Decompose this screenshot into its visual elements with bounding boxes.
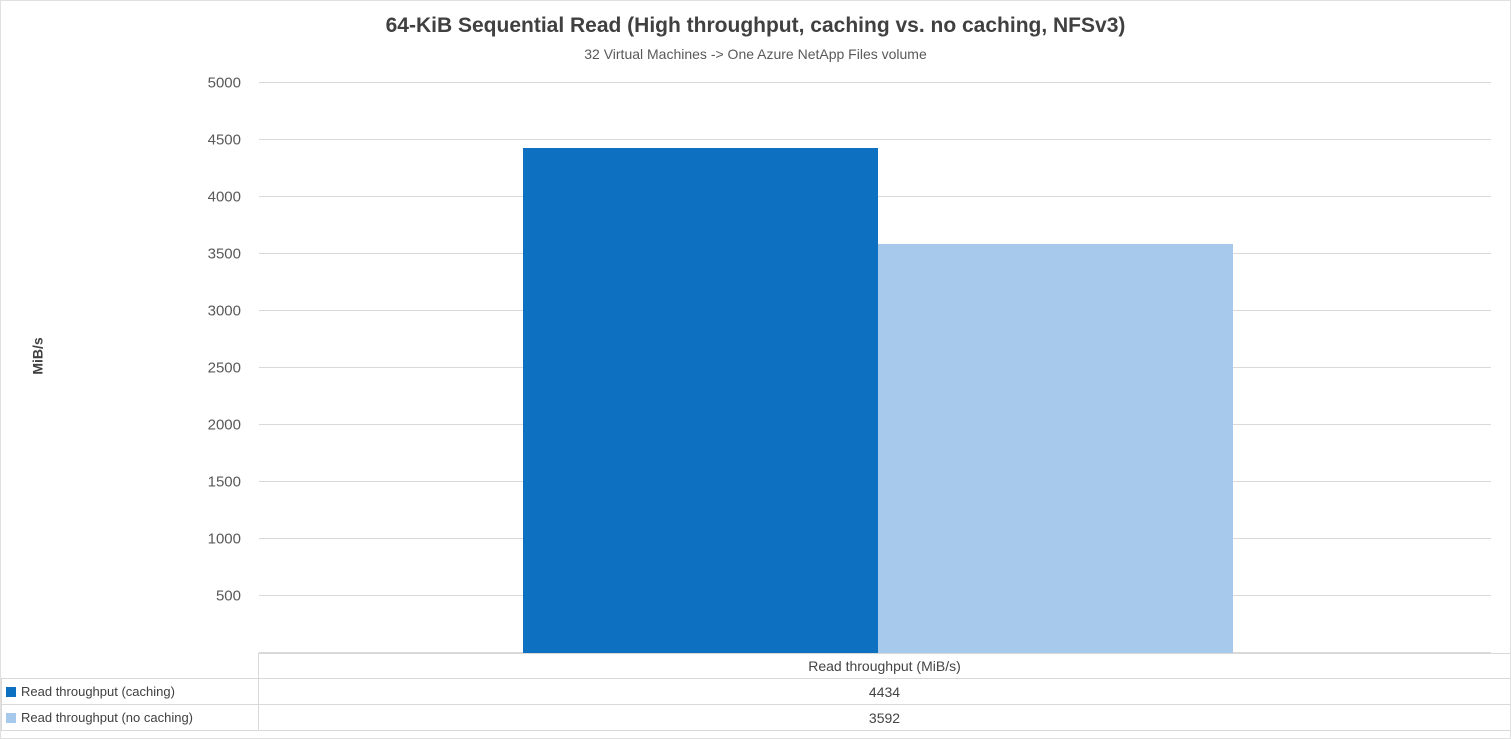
y-axis-tick-labels: 500 1000 1500 2000 2500 3000 3500 4000 4500 5000: [1, 75, 249, 653]
legend-item-caching: Read throughput (caching): [1, 679, 259, 705]
legend-label-caching: Read throughput (caching): [21, 684, 175, 699]
y-tick-label: 2000: [207, 416, 241, 434]
y-tick-label: 500: [215, 587, 241, 605]
gridline: [259, 82, 1491, 83]
y-tick-label: 1000: [207, 530, 241, 548]
legend-swatch-no-caching-icon: [6, 712, 16, 723]
table-header-cell: Read throughput (MiB/s): [259, 653, 1510, 679]
y-tick-label: 1500: [207, 473, 241, 491]
chart-subtitle: 32 Virtual Machines -> One Azure NetApp …: [584, 46, 927, 62]
table-value-caching: 4434: [259, 679, 1510, 705]
legend-swatch-caching-icon: [6, 686, 16, 697]
plot-area: [259, 82, 1491, 653]
data-table: Read throughput (MiB/s) Read throughput …: [1, 653, 1510, 731]
table-value-no-caching: 3592: [259, 705, 1510, 731]
y-tick-label: 3500: [207, 245, 241, 263]
legend-item-no-caching: Read throughput (no caching): [1, 705, 259, 731]
y-tick-label: 4000: [207, 188, 241, 206]
y-tick-label: 2500: [207, 359, 241, 377]
gridline: [259, 139, 1491, 140]
table-corner-cell: [1, 653, 259, 679]
bar-read-throughput-no-caching: [878, 243, 1233, 653]
bar-read-throughput-caching: [523, 147, 878, 653]
chart-title: 64-KiB Sequential Read (High throughput,…: [385, 14, 1126, 37]
y-tick-label: 3000: [207, 302, 241, 320]
y-tick-label: 4500: [207, 131, 241, 149]
y-tick-label: 5000: [207, 74, 241, 92]
legend-label-no-caching: Read throughput (no caching): [21, 710, 194, 725]
